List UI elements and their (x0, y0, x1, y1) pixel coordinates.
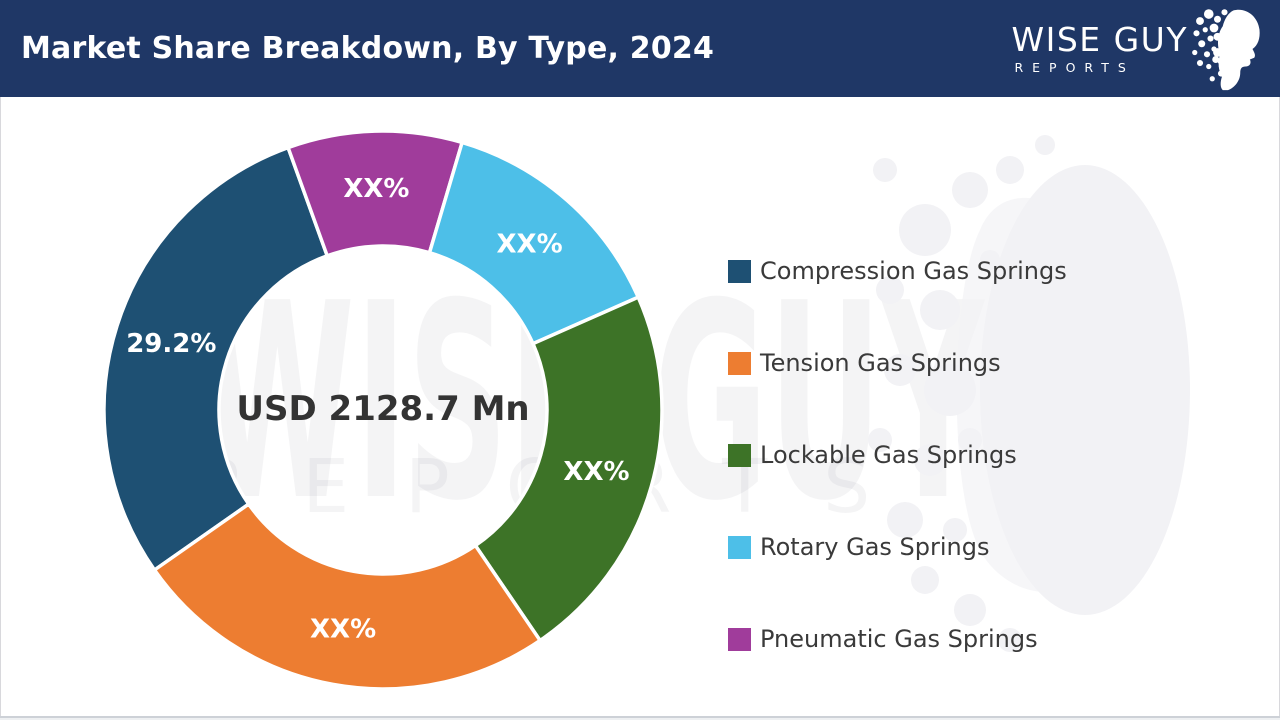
bottom-strip (0, 718, 1280, 720)
legend-swatch-pneumatic-gas-springs (728, 627, 751, 651)
donut-center-value: USD 2128.7 Mn (236, 389, 530, 429)
legend-swatch-compression-gas-springs (728, 259, 751, 283)
legend-item-tension-gas-springs: Tension Gas Springs (728, 350, 1067, 376)
donut-segment-tension-gas-springs (152, 501, 543, 691)
brand-face-icon (1192, 8, 1260, 90)
legend-swatch-lockable-gas-springs (728, 443, 751, 467)
legend-label: Pneumatic Gas Springs (760, 625, 1038, 653)
legend-item-rotary-gas-springs: Rotary Gas Springs (728, 534, 1067, 560)
segment-pct-label-compression-gas-springs: 29.2% (126, 329, 216, 359)
donut-segment-compression-gas-springs (102, 145, 330, 573)
segment-pct-label-lockable-gas-springs: XX% (563, 457, 629, 487)
bottom-divider (0, 716, 1280, 718)
legend-label: Compression Gas Springs (760, 257, 1067, 285)
chart-legend: Compression Gas Springs Tension Gas Sprin… (728, 258, 1067, 718)
header-bar: Market Share Breakdown, By Type, 2024 WI… (0, 0, 1280, 97)
segment-pct-label-rotary-gas-springs: XX% (497, 229, 563, 259)
legend-swatch-rotary-gas-springs (728, 535, 751, 559)
segment-pct-label-pneumatic-gas-springs: XX% (343, 174, 409, 204)
legend-item-lockable-gas-springs: Lockable Gas Springs (728, 442, 1067, 468)
page-title: Market Share Breakdown, By Type, 2024 (21, 31, 715, 66)
legend-swatch-tension-gas-springs (728, 351, 751, 375)
brand-name: WISE GUY (1011, 19, 1188, 59)
segment-pct-label-tension-gas-springs: XX% (310, 614, 376, 644)
legend-item-compression-gas-springs: Compression Gas Springs (728, 258, 1067, 284)
legend-label: Tension Gas Springs (760, 349, 1001, 377)
legend-item-pneumatic-gas-springs: Pneumatic Gas Springs (728, 626, 1067, 652)
donut-segment-lockable-gas-springs (472, 294, 664, 643)
legend-label: Lockable Gas Springs (760, 441, 1017, 469)
brand-subtitle: REPORTS (1014, 59, 1135, 75)
legend-label: Rotary Gas Springs (760, 533, 990, 561)
brand-logo: WISE GUY REPORTS (1011, 7, 1266, 91)
